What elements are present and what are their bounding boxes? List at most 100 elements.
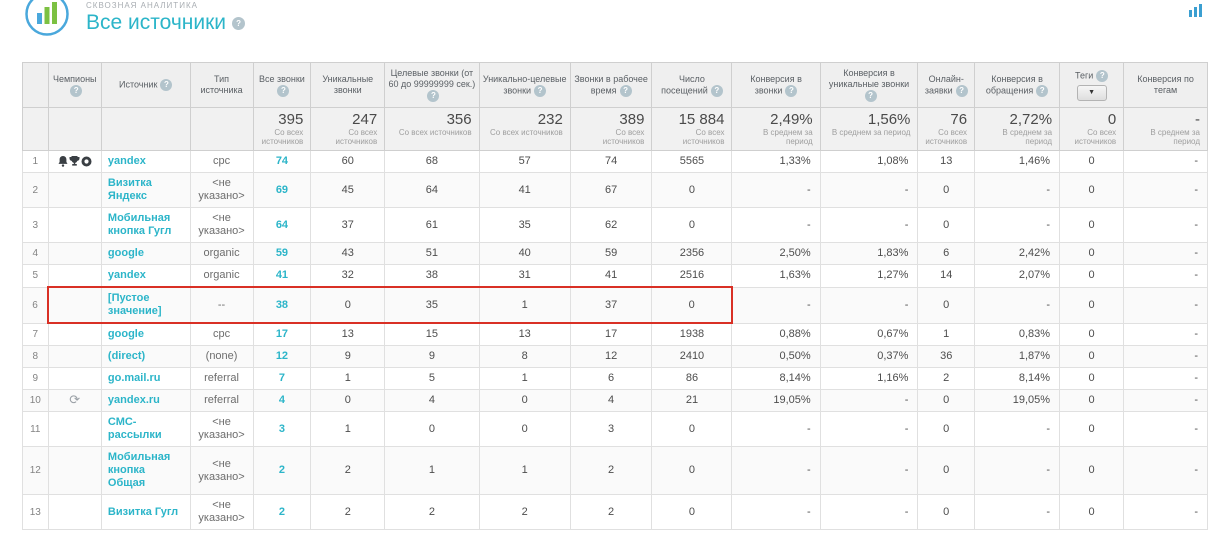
help-icon[interactable]: ? xyxy=(785,84,798,97)
all-calls-link[interactable]: 59 xyxy=(275,247,289,259)
title-help-icon[interactable]: ? xyxy=(232,16,246,30)
all-calls-link[interactable]: 38 xyxy=(275,298,289,311)
cell-visits: 0 xyxy=(651,207,733,243)
cell-worktime_calls: 6 xyxy=(569,367,653,390)
all-calls-link[interactable]: 2 xyxy=(278,505,285,518)
cell-visits: 2410 xyxy=(651,345,733,368)
cell-online_leads: 13 xyxy=(917,150,976,173)
cell-conv_unique_calls: 0,67% xyxy=(819,322,919,346)
cell-target_calls: 51 xyxy=(384,242,480,265)
cell-unique_target_calls: 13 xyxy=(478,322,571,346)
cell-conv_leads: 1,87% xyxy=(974,345,1061,368)
col-header-row_num xyxy=(22,62,49,108)
table-row: 12 Мобильная кнопка Общая <не указано> 2 2 1 1… xyxy=(22,446,1208,495)
table-row: 5 yandex organic 41 32 38 31 41 2516 1,63% 1,27% 14… xyxy=(22,264,1208,288)
help-icon[interactable]: ? xyxy=(160,79,173,91)
help-icon[interactable]: ? xyxy=(427,90,440,102)
cell-target_calls: 2 xyxy=(384,494,480,530)
cell-online_leads: 0 xyxy=(917,389,976,412)
all-calls-link[interactable]: 69 xyxy=(275,183,289,196)
cell-source: yandex xyxy=(100,264,191,288)
total-caption: В среднем за период xyxy=(831,128,911,137)
cell-target_calls: 15 xyxy=(384,322,480,346)
cell-worktime_calls: 17 xyxy=(569,322,653,346)
cell-source: yandex.ru xyxy=(100,389,191,412)
all-calls-link[interactable]: 3 xyxy=(278,422,285,435)
help-icon[interactable]: ? xyxy=(1036,84,1049,97)
cell-visits: 5565 xyxy=(651,150,733,173)
table-row: 13 Визитка Гугл <не указано> 2 2 2 2 2 0- -0-0- xyxy=(22,494,1208,530)
column-label: Чемпионы xyxy=(52,73,97,84)
cell-worktime_calls: 41 xyxy=(569,264,653,288)
cell-tags: 0 xyxy=(1059,389,1125,412)
help-icon[interactable]: ? xyxy=(710,84,723,97)
all-calls-link[interactable]: 12 xyxy=(275,350,289,362)
cell-unique_target_calls: 31 xyxy=(478,264,571,288)
cell-row-number: 8 xyxy=(22,345,49,368)
help-icon[interactable]: ? xyxy=(534,84,547,97)
cell-conv_leads: - xyxy=(974,207,1061,243)
source-link[interactable]: go.mail.ru xyxy=(107,372,161,384)
cell-worktime_calls: 12 xyxy=(569,345,653,368)
source-link[interactable]: yandex xyxy=(107,269,146,281)
cell-conv_tags: - xyxy=(1123,345,1208,368)
source-link[interactable]: yandex xyxy=(107,155,146,167)
cell-conv_calls: - xyxy=(731,172,821,208)
source-link[interactable]: google xyxy=(107,328,144,340)
help-icon[interactable]: ? xyxy=(70,84,83,97)
source-link[interactable]: [Пустое значение] xyxy=(107,292,162,317)
cell-conv_tags: - xyxy=(1123,322,1208,346)
chart-icon[interactable] xyxy=(1189,4,1202,22)
source-link[interactable]: Визитка Яндекс xyxy=(107,177,152,202)
cell-row-number: 6 xyxy=(22,286,49,324)
cell-source-type: referral xyxy=(189,389,254,412)
source-link[interactable]: google xyxy=(107,247,144,259)
all-calls-link[interactable]: 7 xyxy=(278,372,285,384)
cell-target_calls: 5 xyxy=(384,367,480,390)
cell-online_leads: 0 xyxy=(917,172,976,208)
all-calls-link[interactable]: 17 xyxy=(275,328,289,340)
table-row: 4 google organic 59 43 51 40 59 2356 2,50% 1,83% 6 2… xyxy=(22,242,1208,265)
source-link[interactable]: (direct) xyxy=(107,350,146,362)
source-link[interactable]: Визитка Гугл xyxy=(107,505,179,518)
source-link[interactable]: Мобильная кнопка Общая xyxy=(107,451,171,489)
cell-visits: 86 xyxy=(651,367,733,390)
col-header-conv_tags: Конверсия по тегам xyxy=(1123,62,1208,108)
column-label: Конверсия по тегам xyxy=(1137,74,1194,95)
totals-row: 395 Со всех источников 247 Со всех источник… xyxy=(22,107,1208,151)
source-link[interactable]: СМС-рассылки xyxy=(107,416,162,441)
tags-filter-dropdown-button[interactable]: ▼ xyxy=(1076,84,1107,101)
all-calls-link[interactable]: 74 xyxy=(275,155,289,167)
cell-row-number: 9 xyxy=(22,367,49,390)
sources-table: Чемпионы? Источник? Тип источника Все звонк… xyxy=(22,62,1208,530)
cell-all_calls: 64 xyxy=(252,207,312,243)
source-link[interactable]: yandex.ru xyxy=(107,394,160,406)
help-icon[interactable]: ? xyxy=(277,84,290,97)
cell-conv_leads: - xyxy=(974,411,1061,447)
cell-all_calls: 3 xyxy=(252,411,312,447)
cell-conv_tags: - xyxy=(1123,446,1208,495)
column-label: Конверсия в обращения xyxy=(985,73,1043,95)
help-icon[interactable]: ? xyxy=(619,84,632,97)
cell-conv_tags: - xyxy=(1123,286,1208,324)
cell-all_calls: 12 xyxy=(252,345,312,368)
cell-conv_unique_calls: - xyxy=(819,286,919,324)
source-link[interactable]: Мобильная кнопка Гугл xyxy=(107,212,172,237)
cell-visits: 0 xyxy=(651,446,733,495)
all-calls-link[interactable]: 41 xyxy=(275,269,289,281)
help-icon[interactable]: ? xyxy=(955,84,968,97)
cell-conv_tags: - xyxy=(1123,389,1208,412)
cell-conv_leads: - xyxy=(974,494,1061,530)
table-row: 7 google cpc 17 13 15 13 17 1938 0,88% 0,67% 1 0,83%… xyxy=(22,322,1208,346)
cell-tags: 0 xyxy=(1059,322,1125,346)
help-icon[interactable]: ? xyxy=(1096,69,1109,82)
all-calls-link[interactable]: 4 xyxy=(278,394,285,406)
cell-conv_unique_calls: 1,83% xyxy=(819,242,919,265)
cell-unique_calls: 43 xyxy=(310,242,386,265)
all-calls-link[interactable]: 2 xyxy=(278,464,285,476)
cell-source-type: cpc xyxy=(189,150,254,173)
total-value: 15 884 xyxy=(678,111,725,128)
help-icon[interactable]: ? xyxy=(864,90,877,102)
cell-conv_leads: 2,42% xyxy=(974,242,1061,265)
all-calls-link[interactable]: 64 xyxy=(275,218,289,231)
